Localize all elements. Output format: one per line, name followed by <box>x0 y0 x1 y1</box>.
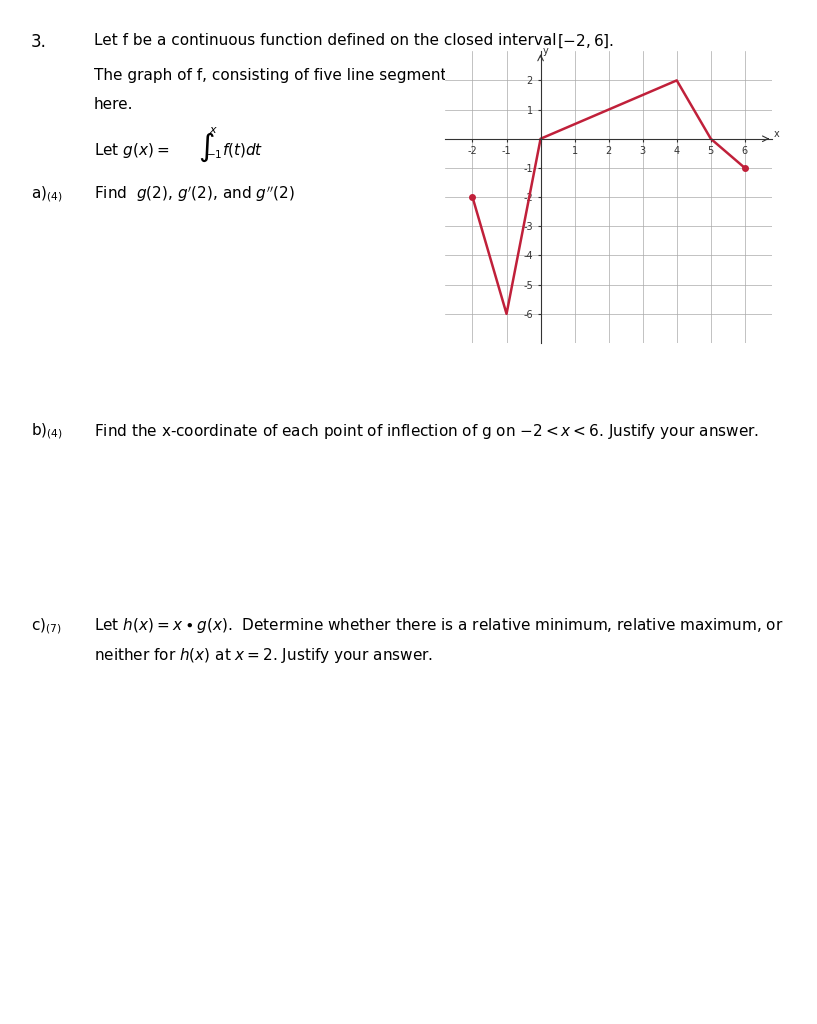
Text: $\int$: $\int$ <box>198 131 214 165</box>
Text: Let $g(x)=$: Let $g(x)=$ <box>94 141 169 161</box>
Text: Find  $g(2)$, $g'(2)$, and $g''(2)$: Find $g(2)$, $g'(2)$, and $g''(2)$ <box>94 184 295 204</box>
Text: $[-2,6]$.: $[-2,6]$. <box>557 33 614 50</box>
Text: c)$_{(7)}$: c)$_{(7)}$ <box>31 616 62 636</box>
Text: $x$: $x$ <box>209 125 218 135</box>
Text: 3.: 3. <box>31 33 47 51</box>
Text: $-1$: $-1$ <box>206 148 222 161</box>
Text: The graph of f, consisting of five line segments, is shown: The graph of f, consisting of five line … <box>94 68 530 83</box>
Text: here.: here. <box>94 97 133 113</box>
Text: neither for $h(x)$ at $x=2$. Justify your answer.: neither for $h(x)$ at $x=2$. Justify you… <box>94 646 433 666</box>
Text: b)$_{(4)}$: b)$_{(4)}$ <box>31 422 63 441</box>
Text: a)$_{(4)}$: a)$_{(4)}$ <box>31 184 63 204</box>
Text: Let $h(x)=x \bullet g(x)$.  Determine whether there is a relative minimum, relat: Let $h(x)=x \bullet g(x)$. Determine whe… <box>94 616 784 636</box>
Text: x: x <box>774 129 779 139</box>
Text: y: y <box>542 46 548 56</box>
Text: $f(t)dt$: $f(t)dt$ <box>222 141 264 160</box>
Text: Let f be a continuous function defined on the closed interval: Let f be a continuous function defined o… <box>94 33 556 48</box>
Text: Find the x-coordinate of each point of inflection of g on $-2 < x < 6$. Justify : Find the x-coordinate of each point of i… <box>94 422 759 441</box>
